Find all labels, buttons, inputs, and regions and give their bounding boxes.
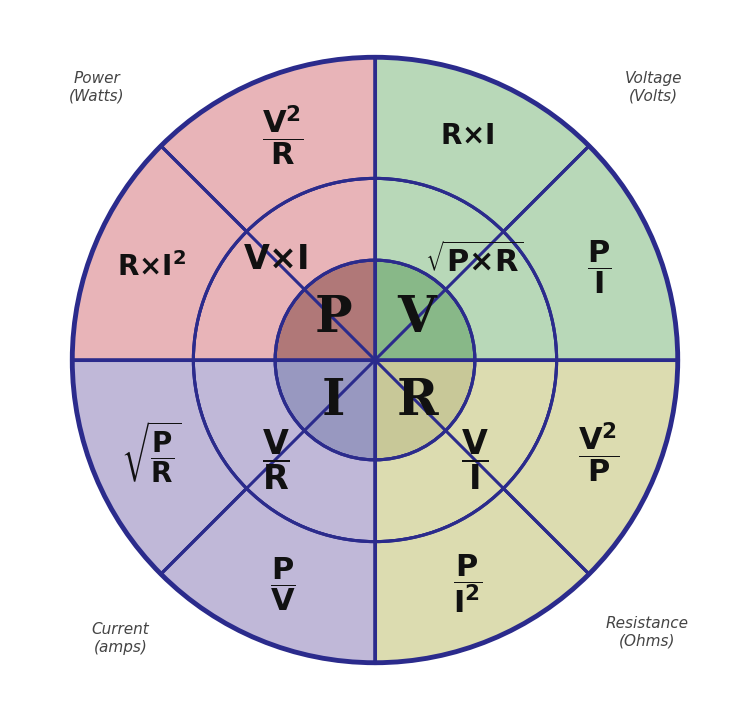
Text: $\mathbf{\sqrt{\dfrac{P}{R}}}$: $\mathbf{\sqrt{\dfrac{P}{R}}}$ [122, 420, 182, 485]
Wedge shape [194, 360, 375, 541]
Wedge shape [375, 179, 556, 360]
Text: I: I [321, 377, 345, 426]
Text: $\mathbf{\dfrac{P}{I}}$: $\mathbf{\dfrac{P}{I}}$ [586, 238, 611, 296]
Text: R: R [396, 377, 438, 426]
Wedge shape [375, 360, 556, 541]
Wedge shape [375, 58, 589, 232]
Text: $\mathbf{\dfrac{V}{I}}$: $\mathbf{\dfrac{V}{I}}$ [460, 428, 488, 492]
Text: Voltage
(Volts): Voltage (Volts) [625, 71, 682, 104]
Wedge shape [161, 58, 375, 232]
Text: $\mathbf{\dfrac{V^2}{P}}$: $\mathbf{\dfrac{V^2}{P}}$ [578, 420, 620, 485]
Wedge shape [375, 260, 475, 360]
Wedge shape [503, 146, 678, 360]
Text: $\mathbf{\dfrac{V}{R}}$: $\mathbf{\dfrac{V}{R}}$ [262, 428, 290, 492]
Text: $\mathbf{\dfrac{P}{I^2}}$: $\mathbf{\dfrac{P}{I^2}}$ [453, 552, 482, 615]
Text: V: V [398, 294, 436, 343]
Text: $\mathbf{R{\times}I}$: $\mathbf{R{\times}I}$ [440, 122, 495, 150]
Wedge shape [375, 488, 589, 662]
Wedge shape [275, 360, 375, 460]
Text: Resistance
(Ohms): Resistance (Ohms) [606, 616, 689, 649]
Text: $\mathbf{R{\times}I^2}$: $\mathbf{R{\times}I^2}$ [117, 253, 186, 282]
Text: $\mathbf{V{\times}I}$: $\mathbf{V{\times}I}$ [243, 245, 308, 276]
Text: Current
(amps): Current (amps) [92, 622, 149, 654]
Text: P: P [314, 294, 352, 343]
Wedge shape [194, 179, 375, 360]
Text: $\mathbf{\dfrac{P}{V}}$: $\mathbf{\dfrac{P}{V}}$ [269, 555, 295, 613]
Wedge shape [503, 360, 678, 574]
Text: $\mathbf{\dfrac{V^2}{R}}$: $\mathbf{\dfrac{V^2}{R}}$ [262, 104, 303, 168]
Wedge shape [161, 488, 375, 662]
Text: Power
(Watts): Power (Watts) [69, 71, 124, 104]
Wedge shape [375, 360, 475, 460]
Text: $\mathbf{\sqrt{P{\times}R}}$: $\mathbf{\sqrt{P{\times}R}}$ [425, 243, 524, 279]
Wedge shape [275, 260, 375, 360]
Wedge shape [72, 360, 247, 574]
Wedge shape [72, 146, 247, 360]
